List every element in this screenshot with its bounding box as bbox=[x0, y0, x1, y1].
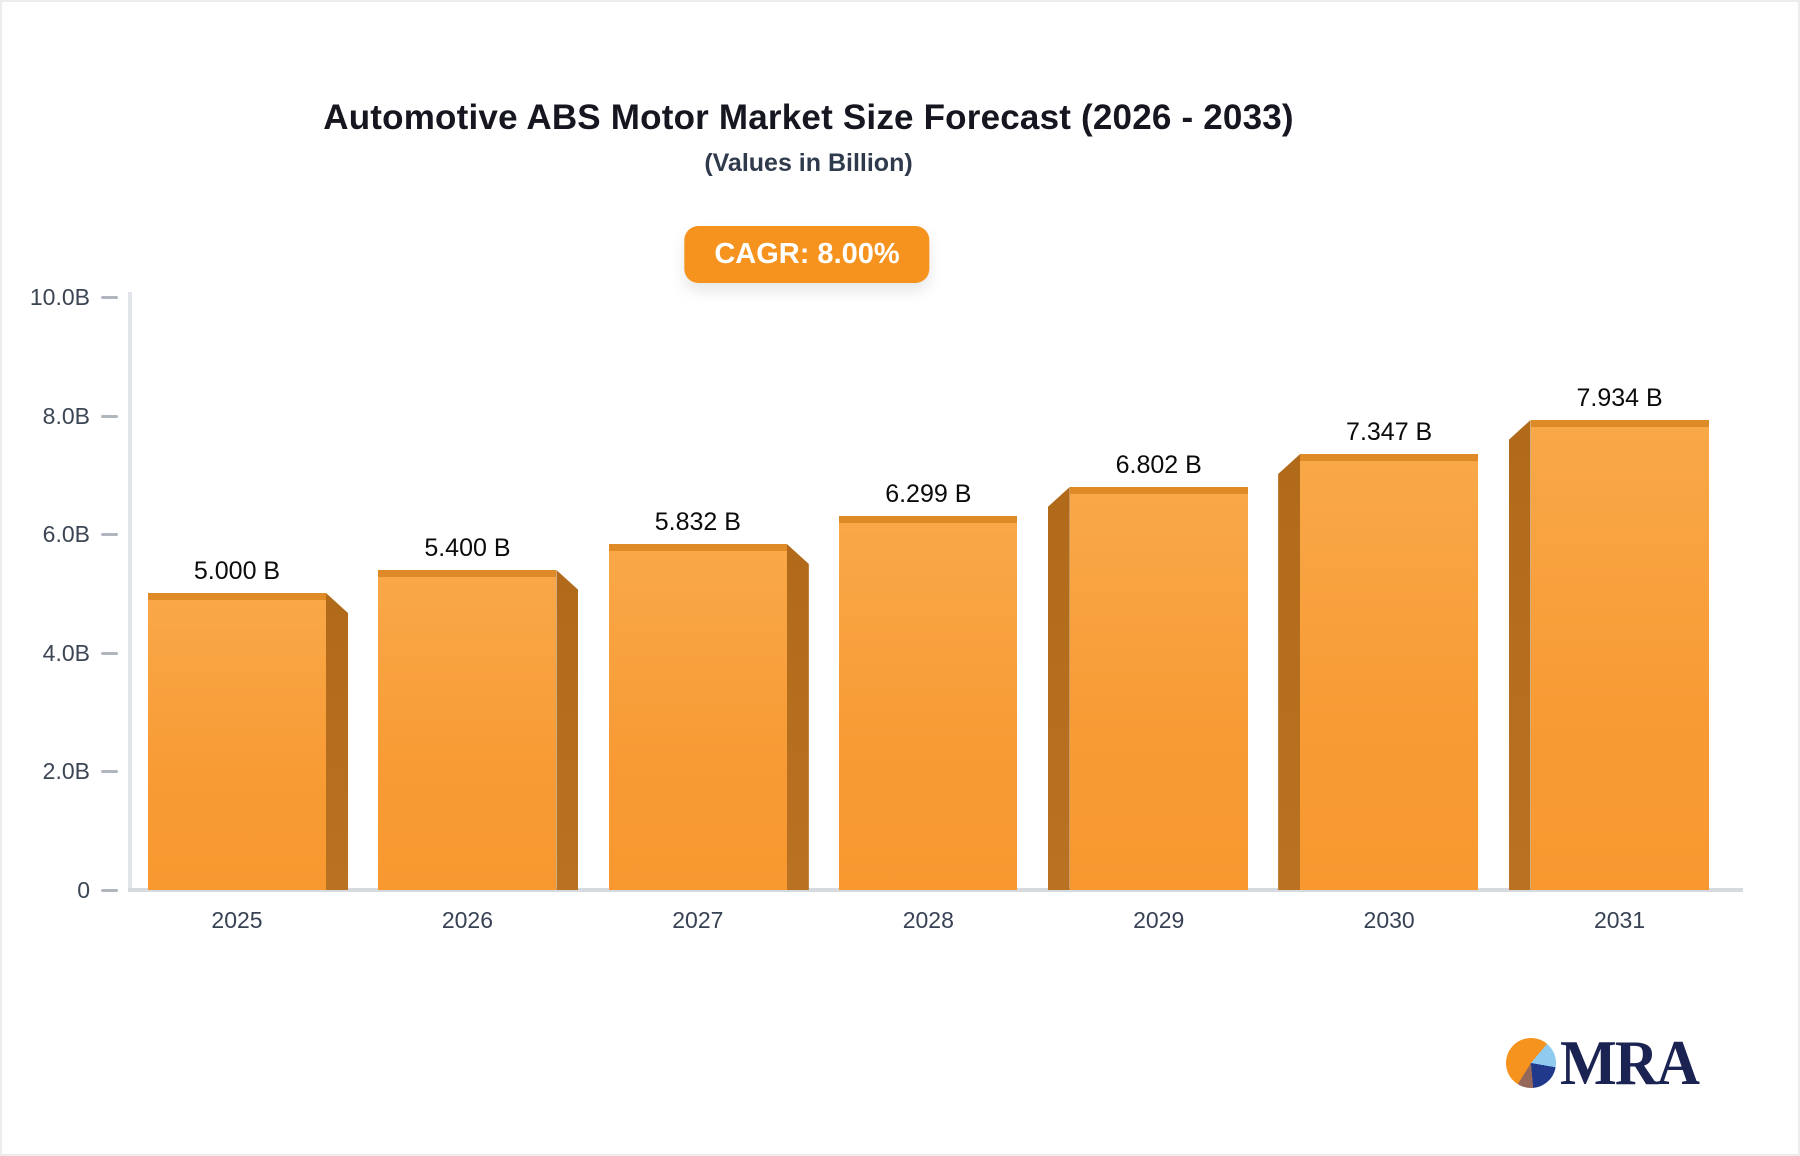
bar-top-edge bbox=[1300, 454, 1479, 461]
y-axis-tick-mark bbox=[101, 889, 118, 892]
bar-value-label: 5.832 B bbox=[654, 508, 741, 536]
x-axis-label: 2029 bbox=[1133, 907, 1185, 933]
bar-value-label: 5.400 B bbox=[424, 534, 511, 562]
x-axis-label: 2030 bbox=[1363, 907, 1415, 933]
bar-side-face bbox=[786, 544, 809, 890]
pie-chart-logo-icon bbox=[1506, 1038, 1556, 1088]
y-axis-tick-label: 10.0B bbox=[29, 284, 90, 310]
brand-logo-text: MRA bbox=[1560, 1027, 1700, 1098]
bar bbox=[1069, 487, 1248, 890]
bar-value-label: 6.299 B bbox=[885, 480, 972, 508]
bar-value-label: 7.347 B bbox=[1346, 418, 1433, 446]
bar-top-edge bbox=[1069, 487, 1248, 494]
brand-logo: MRA bbox=[1506, 1027, 1707, 1098]
x-axis-label: 2028 bbox=[902, 907, 954, 933]
bar-top-edge bbox=[378, 570, 557, 577]
bar-side-face bbox=[1508, 420, 1531, 890]
bar-value-label: 5.000 B bbox=[193, 557, 281, 585]
y-axis-tick-label: 4.0B bbox=[42, 639, 90, 666]
x-axis-label: 2027 bbox=[672, 907, 724, 933]
bar-top-edge bbox=[1530, 420, 1709, 427]
bar-side-face bbox=[1047, 487, 1070, 890]
y-axis-tick-mark bbox=[101, 533, 118, 537]
bar-value-label: 6.802 B bbox=[1115, 451, 1202, 479]
y-axis-tick-label: 2.0B bbox=[42, 758, 90, 785]
bar bbox=[1300, 454, 1479, 890]
chart-header: Automotive ABS Motor Market Size Forecas… bbox=[2, 96, 1615, 178]
y-axis-tick-label: 8.0B bbox=[42, 402, 90, 429]
y-axis-tick-label: 0 bbox=[77, 877, 90, 903]
x-axis-line bbox=[128, 888, 1743, 892]
x-axis-label: 2026 bbox=[441, 907, 494, 933]
bar-top-edge bbox=[608, 544, 787, 551]
y-axis-tick-mark bbox=[101, 296, 118, 299]
bar bbox=[378, 570, 557, 890]
x-axis-label: 2031 bbox=[1593, 907, 1646, 933]
bar-top-edge bbox=[148, 593, 326, 600]
chart-title: Automotive ABS Motor Market Size Forecas… bbox=[323, 98, 1294, 137]
bar bbox=[148, 593, 326, 890]
bar-side-face bbox=[1278, 454, 1301, 890]
y-axis-tick-mark bbox=[101, 651, 118, 655]
x-axis-label: 2025 bbox=[211, 907, 263, 933]
chart-subtitle: (Values in Billion) bbox=[704, 149, 913, 177]
bar bbox=[608, 544, 787, 890]
y-axis-tick-mark bbox=[101, 414, 118, 418]
bar-top-edge bbox=[839, 516, 1018, 523]
bar-value-label: 7.934 B bbox=[1576, 384, 1663, 412]
y-axis-tick-label: 6.0B bbox=[42, 521, 90, 548]
bar bbox=[1530, 420, 1709, 890]
y-axis-tick-mark bbox=[101, 770, 118, 774]
bar-side-face bbox=[556, 570, 579, 890]
bar bbox=[839, 516, 1018, 890]
y-axis-line bbox=[128, 292, 132, 890]
bar-side-face bbox=[326, 593, 348, 890]
cagr-badge: CAGR: 8.00% bbox=[684, 226, 930, 283]
